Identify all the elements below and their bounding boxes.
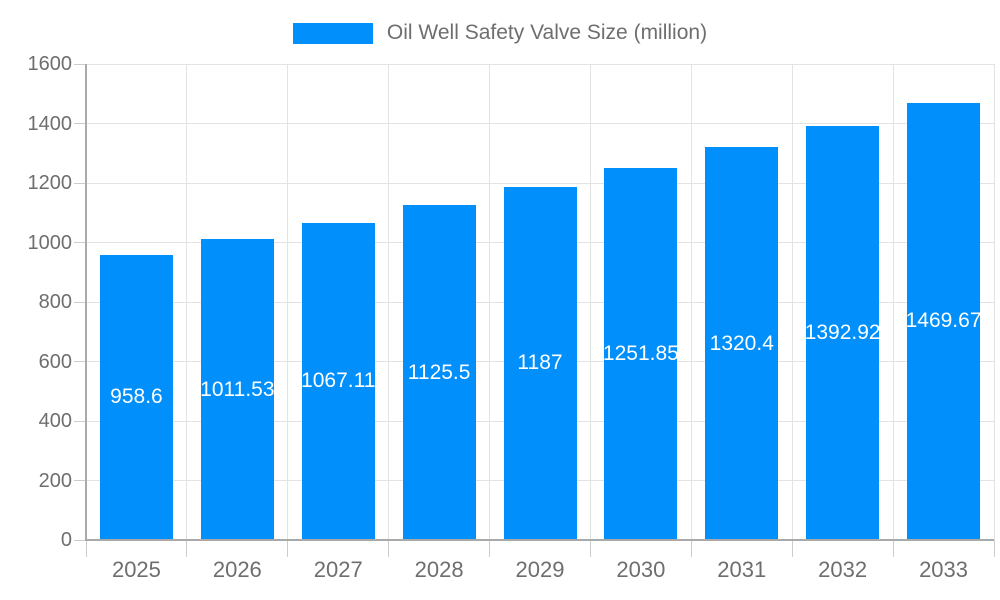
bar-value-label: 958.6 — [110, 385, 163, 409]
legend-swatch-icon — [292, 22, 373, 44]
x-axis-tick-label: 2032 — [818, 557, 868, 582]
x-axis-tick — [791, 540, 793, 557]
horizontal-gridline — [86, 123, 994, 124]
y-axis-tick — [74, 420, 86, 422]
x-axis-tick — [287, 540, 289, 557]
x-axis-tick-label: 2028 — [414, 557, 464, 582]
legend-label: Oil Well Safety Valve Size (million) — [386, 21, 708, 44]
vertical-gridline — [791, 64, 793, 540]
y-axis-tick — [74, 480, 86, 481]
y-axis-tick-label: 0 — [60, 529, 72, 551]
y-axis-tick — [74, 539, 86, 541]
vertical-gridline — [690, 64, 692, 540]
x-axis-tick — [690, 540, 692, 557]
x-axis-tick — [892, 540, 894, 557]
bar-value-label: 1251.85 — [604, 341, 678, 365]
x-axis-tick-label: 2031 — [717, 557, 767, 582]
bar-2028[interactable]: 1125.5 — [402, 205, 476, 540]
bar-2027[interactable]: 1067.11 — [301, 222, 375, 540]
x-axis-tick-label: 2033 — [919, 557, 969, 582]
x-axis-tick — [589, 540, 591, 557]
bar-value-label: 1320.4 — [709, 331, 774, 355]
bar-2026[interactable]: 1011.53 — [200, 239, 274, 540]
vertical-gridline — [993, 64, 995, 540]
y-axis-tick — [74, 63, 86, 65]
x-axis-tick — [489, 540, 491, 557]
y-axis-tick — [74, 123, 86, 124]
x-axis-line — [85, 539, 994, 541]
bar-value-label: 1187 — [517, 351, 563, 375]
bar-2029[interactable]: 1187 — [503, 186, 577, 540]
bar-2031[interactable]: 1320.4 — [705, 147, 779, 540]
bar-2025[interactable]: 958.6 — [99, 254, 173, 540]
bar-value-label: 1125.5 — [407, 360, 471, 384]
x-axis-tick — [186, 540, 188, 557]
x-axis-tick — [85, 540, 87, 557]
vertical-gridline — [186, 64, 188, 540]
x-axis-tick-label: 2027 — [313, 557, 363, 582]
vertical-gridline — [589, 64, 591, 540]
y-axis-tick-label: 1600 — [27, 53, 73, 75]
x-axis-tick-label: 2029 — [515, 557, 565, 582]
y-axis-tick — [74, 182, 86, 184]
bar-2032[interactable]: 1392.92 — [806, 125, 880, 540]
bar-2030[interactable]: 1251.85 — [604, 167, 678, 540]
bar-2033[interactable]: 1469.67 — [907, 102, 981, 540]
horizontal-gridline — [86, 63, 994, 65]
y-axis-tick-label: 200 — [38, 469, 72, 492]
y-axis-tick-label: 1200 — [27, 172, 73, 194]
x-axis-tick — [993, 540, 995, 557]
bar-value-label: 1469.67 — [907, 309, 981, 333]
x-axis-tick-label: 2025 — [111, 557, 161, 582]
y-axis-tick-label: 1000 — [27, 231, 73, 254]
bar-value-label: 1392.92 — [806, 320, 880, 344]
y-axis-tick-label: 800 — [38, 291, 72, 313]
y-axis-tick — [74, 242, 86, 243]
y-axis-tick — [74, 301, 86, 303]
legend[interactable]: Oil Well Safety Valve Size (million) — [0, 21, 1000, 45]
x-axis-tick-label: 2026 — [212, 557, 262, 582]
x-axis-tick — [388, 540, 390, 557]
vertical-gridline — [388, 64, 390, 540]
vertical-gridline — [287, 64, 289, 540]
x-axis-tick-label: 2030 — [616, 557, 666, 582]
y-axis-tick-label: 400 — [38, 410, 72, 432]
y-axis-tick-label: 1400 — [27, 112, 73, 135]
y-axis-tick-label: 600 — [38, 350, 72, 373]
y-axis-tick — [74, 361, 86, 362]
vertical-gridline — [892, 64, 894, 540]
bar-value-label: 1067.11 — [301, 369, 375, 393]
bar-value-label: 1011.53 — [200, 377, 274, 401]
vertical-gridline — [489, 64, 491, 540]
horizontal-gridline — [86, 182, 994, 184]
y-axis-line — [85, 64, 87, 540]
